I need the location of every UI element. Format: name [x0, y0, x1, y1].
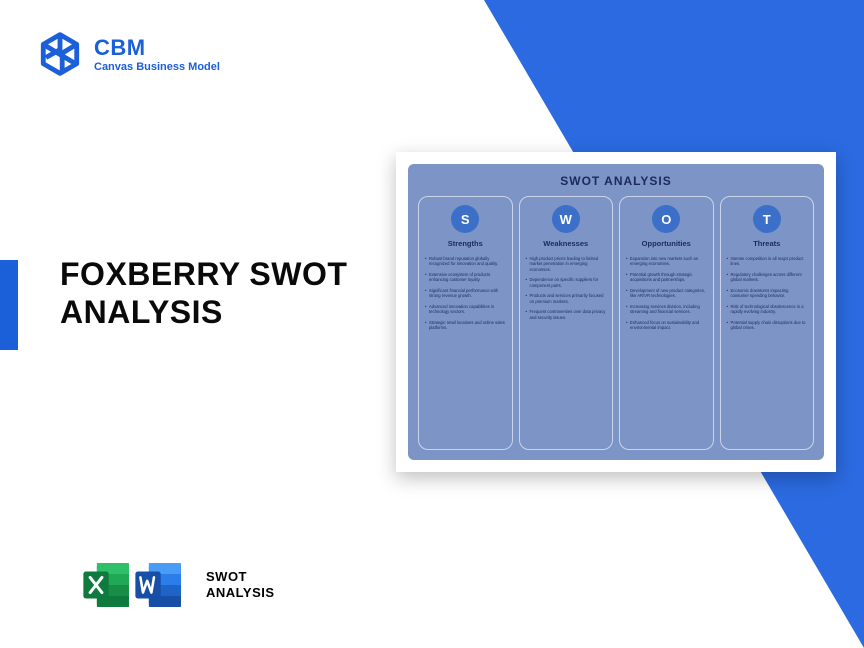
footer-label: SWOT ANALYSIS: [206, 569, 275, 600]
header-title: CBM: [94, 35, 220, 61]
swot-item: Enhanced focus on sustainability and env…: [626, 320, 707, 331]
footer-label-line1: SWOT: [206, 569, 275, 585]
swot-column-title: Strengths: [448, 239, 483, 248]
logo-icon: [38, 32, 82, 76]
swot-item: Strategic retail locations and online sa…: [425, 320, 506, 331]
swot-column-title: Opportunities: [642, 239, 691, 248]
swot-heading: SWOT ANALYSIS: [418, 174, 814, 188]
swot-item: Regulatory challenges across different g…: [727, 272, 808, 283]
main-title: FOXBERRY SWOT ANALYSIS: [60, 255, 420, 332]
footer: SWOT ANALYSIS: [80, 558, 275, 612]
swot-column: W Weaknesses High product prices leading t…: [519, 196, 614, 450]
footer-label-line2: ANALYSIS: [206, 585, 275, 601]
swot-column: O Opportunities Expansion into new markets…: [619, 196, 714, 450]
swot-item: Advanced innovation capabilities in tech…: [425, 304, 506, 315]
header: CBM Canvas Business Model: [38, 32, 220, 76]
swot-item: Potential growth through strategic acqui…: [626, 272, 707, 283]
swot-letter-circle: T: [753, 205, 781, 233]
swot-items: Intense competition in all major product…: [727, 256, 808, 331]
swot-column: T Threats Intense competition in all major…: [720, 196, 815, 450]
swot-column-title: Threats: [753, 239, 780, 248]
swot-item: Intense competition in all major product…: [727, 256, 808, 267]
swot-item: Economic downturns impacting consumer sp…: [727, 288, 808, 299]
swot-columns: S Strengths Robust brand reputation global…: [418, 196, 814, 450]
swot-card: SWOT ANALYSIS S Strengths Robust brand rep…: [396, 152, 836, 472]
swot-item: High product prices leading to limited m…: [526, 256, 607, 272]
swot-column-title: Weaknesses: [543, 239, 588, 248]
swot-item: Dependence on specific suppliers for com…: [526, 277, 607, 288]
swot-letter-circle: W: [552, 205, 580, 233]
header-subtitle: Canvas Business Model: [94, 61, 220, 73]
swot-column: S Strengths Robust brand reputation global…: [418, 196, 513, 450]
swot-item: Potential supply chain disruptions due t…: [727, 320, 808, 331]
swot-item: Increasing services division, including …: [626, 304, 707, 315]
swot-item: Risk of technological obsolescence in a …: [727, 304, 808, 315]
swot-item: Extensive ecosystem of products enhancin…: [425, 272, 506, 283]
swot-letter-circle: S: [451, 205, 479, 233]
swot-inner: SWOT ANALYSIS S Strengths Robust brand rep…: [408, 164, 824, 460]
swot-item: Frequent controversies over data privacy…: [526, 309, 607, 320]
accent-bar: [0, 260, 18, 350]
word-icon: [132, 558, 186, 612]
swot-item: Robust brand reputation globally recogni…: [425, 256, 506, 267]
swot-items: Robust brand reputation globally recogni…: [425, 256, 506, 331]
swot-item: Development of new product categories, l…: [626, 288, 707, 299]
swot-items: High product prices leading to limited m…: [526, 256, 607, 320]
swot-item: Products and services primarily focused …: [526, 293, 607, 304]
header-text: CBM Canvas Business Model: [94, 35, 220, 73]
swot-letter-circle: O: [652, 205, 680, 233]
swot-item: Significant financial performance with s…: [425, 288, 506, 299]
excel-icon: [80, 558, 134, 612]
swot-item: Expansion into new markets such as emerg…: [626, 256, 707, 267]
swot-items: Expansion into new markets such as emerg…: [626, 256, 707, 331]
